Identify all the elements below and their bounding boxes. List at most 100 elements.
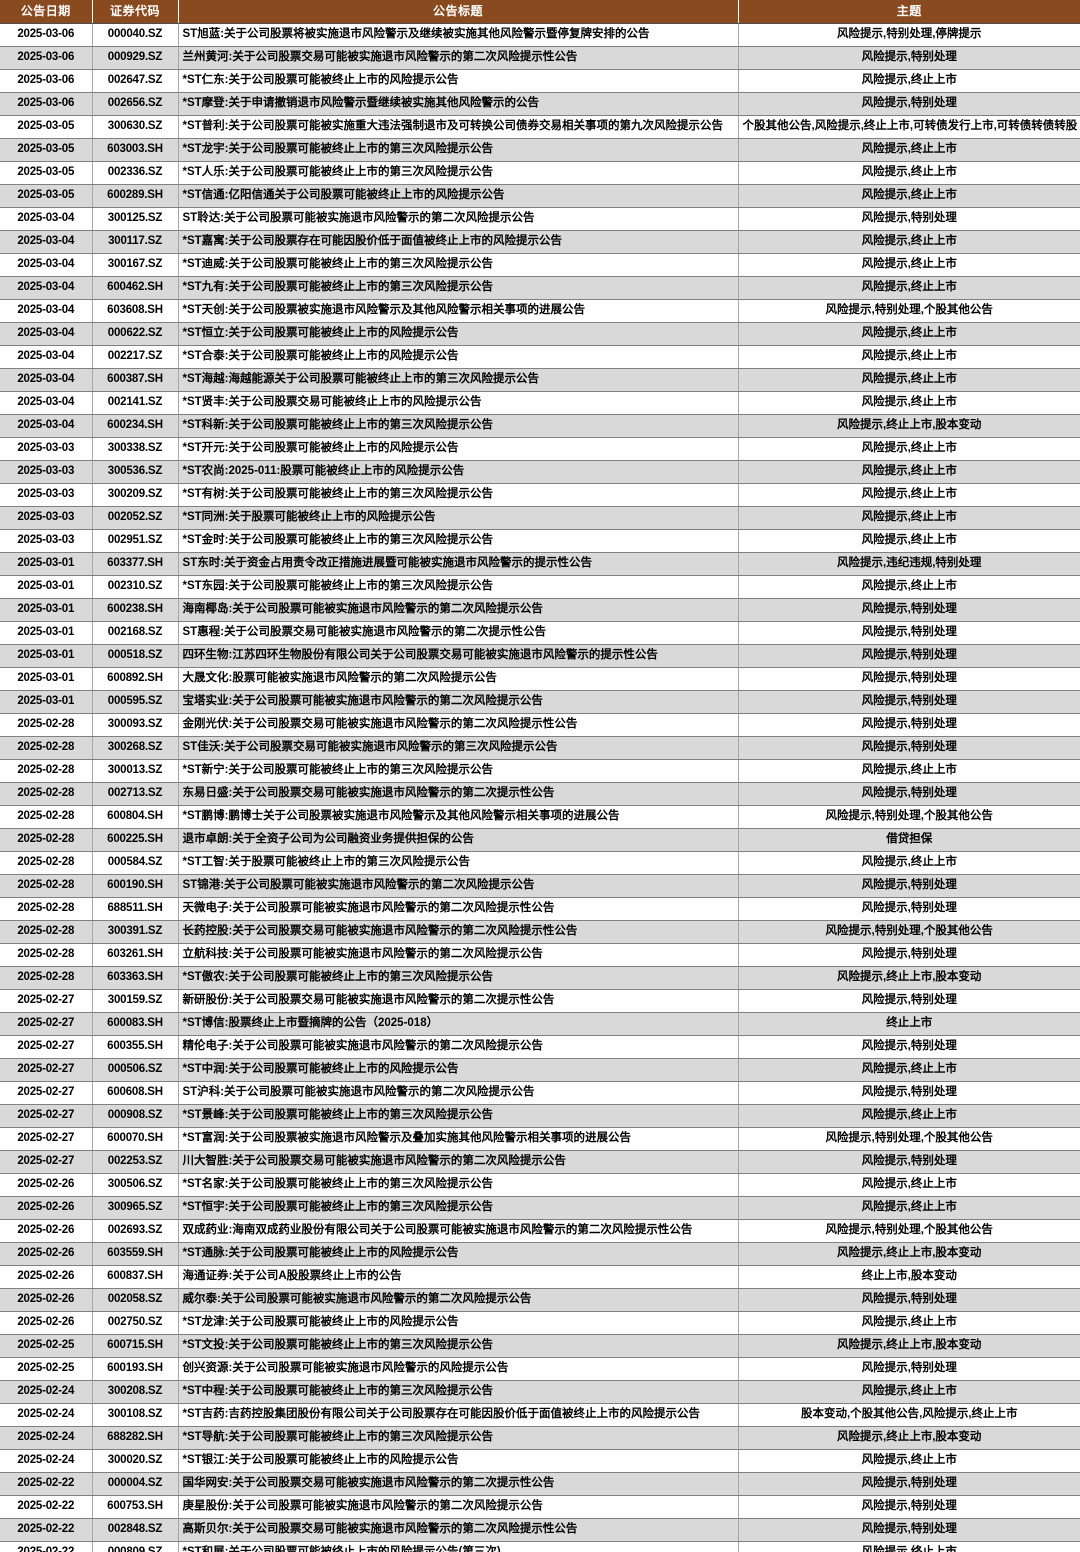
- table-row[interactable]: 2025-02-26 002750.SZ *ST龙津:关于公司股票可能被终止上市的风…: [0, 1311, 1080, 1335]
- table-row[interactable]: 2025-02-26 300506.SZ *ST名家:关于公司股票可能被终止上市的第…: [0, 1173, 1080, 1197]
- cell-date: 2025-03-01: [0, 644, 93, 668]
- table-row[interactable]: 2025-02-26 600837.SH 海通证券:关于公司A股股票终止上市的公告终…: [0, 1265, 1080, 1289]
- table-row[interactable]: 2025-02-28 300391.SZ 长药控股:关于公司股票交易可能被实施退市风…: [0, 920, 1080, 944]
- cell-title: *ST和展:关于公司股票可能被终止上市的风险提示公告(第三次): [178, 1541, 739, 1552]
- table-row[interactable]: 2025-02-28 300093.SZ 金刚光伏:关于公司股票交易可能被实施退市风…: [0, 713, 1080, 737]
- table-row[interactable]: 2025-03-06 000040.SZ ST旭蓝:关于公司股票将被实施退市风险警示…: [0, 23, 1080, 47]
- table-row[interactable]: 2025-02-26 002693.SZ 双成药业:海南双成药业股份有限公司关于公司…: [0, 1219, 1080, 1243]
- cell-theme: 风险提示,特别处理,个股其他公告: [738, 299, 1080, 323]
- table-row[interactable]: 2025-03-04 002141.SZ *ST贤丰:关于公司股票交易可能被终止上市…: [0, 391, 1080, 415]
- column-header-title[interactable]: 公告标题: [178, 0, 739, 24]
- table-row[interactable]: 2025-03-03 300338.SZ *ST开元:关于公司股票可能被终止上市的风…: [0, 437, 1080, 461]
- table-row[interactable]: 2025-03-05 603003.SH *ST龙宇:关于公司股票可能被终止上市的第…: [0, 138, 1080, 162]
- cell-code: 300013.SZ: [92, 759, 179, 783]
- table-row[interactable]: 2025-02-24 300108.SZ *ST吉药:吉药控股集团股份有限公司关于公…: [0, 1403, 1080, 1427]
- table-row[interactable]: 2025-03-04 603608.SH *ST天创:关于公司股票被实施退市风险警示…: [0, 299, 1080, 323]
- table-row[interactable]: 2025-02-24 300208.SZ *ST中程:关于公司股票可能被终止上市的第…: [0, 1380, 1080, 1404]
- table-row[interactable]: 2025-02-24 688282.SH *ST导航:关于公司股票可能被终止上市的第…: [0, 1426, 1080, 1450]
- cell-code: 600804.SH: [92, 805, 179, 829]
- table-row[interactable]: 2025-03-04 002217.SZ *ST合泰:关于公司股票可能被终止上市的风…: [0, 345, 1080, 369]
- table-row[interactable]: 2025-02-28 600804.SH *ST鹏博:鹏博士关于公司股票被实施退市风…: [0, 805, 1080, 829]
- table-row[interactable]: 2025-02-22000809.SZ*ST和展:关于公司股票可能被终止上市的风…: [0, 1541, 1080, 1552]
- cell-code: 603559.SH: [92, 1242, 179, 1266]
- table-row[interactable]: 2025-02-28 603363.SH *ST傲农:关于公司股票可能被终止上市的第…: [0, 966, 1080, 990]
- cell-code: 000809.SZ: [92, 1541, 179, 1552]
- table-row[interactable]: 2025-03-01 603377.SH ST东时:关于资金占用责令改正措施进展暨可…: [0, 552, 1080, 576]
- table-row[interactable]: 2025-02-28 300013.SZ *ST新宁:关于公司股票可能被终止上市的第…: [0, 759, 1080, 783]
- table-row[interactable]: 2025-02-22 000004.SZ 国华网安:关于公司股票交易可能被实施退市风…: [0, 1472, 1080, 1496]
- table-row[interactable]: 2025-03-06 002647.SZ *ST仁东:关于公司股票可能被终止上市的风…: [0, 69, 1080, 93]
- table-row[interactable]: 2025-02-22 600753.SH 庚星股份:关于公司股票可能被实施退市风险警…: [0, 1495, 1080, 1519]
- table-row[interactable]: 2025-02-28 603261.SH 立航科技:关于公司股票可能被实施退市风险警…: [0, 943, 1080, 967]
- cell-date: 2025-03-01: [0, 621, 93, 645]
- column-header-theme[interactable]: 主题: [738, 0, 1080, 24]
- cell-date: 2025-02-26: [0, 1242, 93, 1266]
- table-row[interactable]: 2025-02-27 600355.SH 精伦电子:关于公司股票可能被实施退市风险警…: [0, 1035, 1080, 1059]
- table-row[interactable]: 2025-03-01 600892.SH 大晟文化:股票可能被实施退市风险警示的第二…: [0, 667, 1080, 691]
- cell-theme: 风险提示,特别处理: [738, 943, 1080, 967]
- table-row[interactable]: 2025-02-24 300020.SZ *ST银江:关于公司股票可能被终止上市的风…: [0, 1449, 1080, 1473]
- cell-date: 2025-02-26: [0, 1265, 93, 1289]
- table-row[interactable]: 2025-02-27 300159.SZ 新研股份:关于公司股票交易可能被实施退市风…: [0, 989, 1080, 1013]
- cell-theme: 风险提示,终止上市: [738, 345, 1080, 369]
- table-row[interactable]: 2025-03-06 002656.SZ *ST摩登:关于申请撤销退市风险警示暨继续…: [0, 92, 1080, 116]
- table-row[interactable]: 2025-03-04 300125.SZ ST聆达:关于公司股票可能被实施退市风险警…: [0, 207, 1080, 231]
- table-row[interactable]: 2025-03-01 002310.SZ *ST东园:关于公司股票可能被终止上市的第…: [0, 575, 1080, 599]
- table-row[interactable]: 2025-02-27 600608.SH ST沪科:关于公司股票可能被实施退市风险警…: [0, 1081, 1080, 1105]
- cell-date: 2025-03-05: [0, 184, 93, 208]
- table-header-row: 公告日期 证券代码 公告标题 主题: [0, 0, 1080, 24]
- column-header-date[interactable]: 公告日期: [0, 0, 93, 24]
- table-row[interactable]: 2025-02-27 002253.SZ 川大智胜:关于公司股票交易可能被实施退市风…: [0, 1150, 1080, 1174]
- table-row[interactable]: 2025-02-22 002848.SZ 高斯贝尔:关于公司股票交易可能被实施退市风…: [0, 1518, 1080, 1542]
- table-row[interactable]: 2025-02-28 300268.SZ ST佳沃:关于公司股票交易可能被实施退市风…: [0, 736, 1080, 760]
- table-row[interactable]: 2025-03-04 300117.SZ *ST嘉寓:关于公司股票存在可能因股价低于…: [0, 230, 1080, 254]
- table-row[interactable]: 2025-03-03 300209.SZ *ST有树:关于公司股票可能被终止上市的第…: [0, 483, 1080, 507]
- cell-date: 2025-02-27: [0, 1035, 93, 1059]
- table-row[interactable]: 2025-02-27 000908.SZ *ST景峰:关于公司股票可能被终止上市的第…: [0, 1104, 1080, 1128]
- table-row[interactable]: 2025-03-04 600234.SH *ST科新:关于公司股票可能被终止上市的第…: [0, 414, 1080, 438]
- cell-date: 2025-02-26: [0, 1173, 93, 1197]
- cell-code: 002058.SZ: [92, 1288, 179, 1312]
- column-header-code[interactable]: 证券代码: [92, 0, 179, 24]
- table-row[interactable]: 2025-02-28 688511.SH 天微电子:关于公司股票可能被实施退市风险警…: [0, 897, 1080, 921]
- table-row[interactable]: 2025-03-05 600289.SH *ST信通:亿阳信通关于公司股票可能被终止…: [0, 184, 1080, 208]
- table-row[interactable]: 2025-02-28 000584.SZ *ST工智:关于股票可能被终止上市的第三次…: [0, 851, 1080, 875]
- table-row[interactable]: 2025-02-26 002058.SZ 威尔泰:关于公司股票可能被实施退市风险警示…: [0, 1288, 1080, 1312]
- table-row[interactable]: 2025-03-01 000518.SZ 四环生物:江苏四环生物股份有限公司关于公司…: [0, 644, 1080, 668]
- cell-code: 002848.SZ: [92, 1518, 179, 1542]
- cell-theme: 风险提示,特别处理: [738, 207, 1080, 231]
- table-row[interactable]: 2025-02-28 600225.SH 退市卓朗:关于全资子公司为公司融资业务提供…: [0, 828, 1080, 852]
- table-row[interactable]: 2025-02-27 600083.SH *ST博信:股票终止上市暨摘牌的公告（20…: [0, 1012, 1080, 1036]
- cell-date: 2025-02-22: [0, 1495, 93, 1519]
- cell-title: *ST迪威:关于公司股票可能被终止上市的第三次风险提示公告: [178, 253, 739, 277]
- table-row[interactable]: 2025-03-03 300536.SZ *ST农尚:2025-011:股票可能被终…: [0, 460, 1080, 484]
- table-row[interactable]: 2025-03-04 600387.SH *ST海越:海越能源关于公司股票可能被终止…: [0, 368, 1080, 392]
- table-row[interactable]: 2025-03-03 002052.SZ *ST同洲:关于股票可能被终止上市的风险提…: [0, 506, 1080, 530]
- table-row[interactable]: 2025-03-01 000595.SZ 宝塔实业:关于公司股票可能被实施退市风险警…: [0, 690, 1080, 714]
- table-row[interactable]: 2025-02-28 600190.SH ST锦港:关于公司股票可能被实施退市风险警…: [0, 874, 1080, 898]
- table-row[interactable]: 2025-02-27 000506.SZ *ST中润:关于公司股票可能被终止上市的风…: [0, 1058, 1080, 1082]
- table-row[interactable]: 2025-02-26 603559.SH *ST通脉:关于公司股票可能被终止上市的风…: [0, 1242, 1080, 1266]
- cell-theme: 风险提示,终止上市: [738, 276, 1080, 300]
- cell-title: *ST博信:股票终止上市暨摘牌的公告（2025-018）: [178, 1012, 739, 1036]
- table-row[interactable]: 2025-03-01 600238.SH 海南椰岛:关于公司股票可能被实施退市风险警…: [0, 598, 1080, 622]
- table-row[interactable]: 2025-02-28 002713.SZ 东易日盛:关于公司股票交易可能被实施退市风…: [0, 782, 1080, 806]
- table-row[interactable]: 2025-02-25 600715.SH *ST文投:关于公司股票可能被终止上市的第…: [0, 1334, 1080, 1358]
- cell-date: 2025-03-05: [0, 115, 93, 139]
- table-row[interactable]: 2025-03-06 000929.SZ 兰州黄河:关于公司股票交易可能被实施退市风…: [0, 46, 1080, 70]
- cell-title: *ST贤丰:关于公司股票交易可能被终止上市的风险提示公告: [178, 391, 739, 415]
- table-row[interactable]: 2025-02-27 600070.SH *ST富润:关于公司股票被实施退市风险警示…: [0, 1127, 1080, 1151]
- cell-title: 东易日盛:关于公司股票交易可能被实施退市风险警示的第二次提示性公告: [178, 782, 739, 806]
- table-row[interactable]: 2025-02-26 300965.SZ *ST恒宇:关于公司股票可能被终止上市的第…: [0, 1196, 1080, 1220]
- cell-theme: 风险提示,特别处理: [738, 1495, 1080, 1519]
- table-row[interactable]: 2025-03-04 600462.SH *ST九有:关于公司股票可能被终止上市的第…: [0, 276, 1080, 300]
- table-row[interactable]: 2025-03-05 300630.SZ *ST普利:关于公司股票可能被实施重大违法…: [0, 115, 1080, 139]
- table-row[interactable]: 2025-02-25 600193.SH 创兴资源:关于公司股票可能被实施退市风险警…: [0, 1357, 1080, 1381]
- table-header: 公告日期 证券代码 公告标题 主题: [0, 0, 1080, 24]
- table-row[interactable]: 2025-03-01 002168.SZ ST惠程:关于公司股票交易可能被实施退市风…: [0, 621, 1080, 645]
- table-row[interactable]: 2025-03-05 002336.SZ *ST人乐:关于公司股票可能被终止上市的第…: [0, 161, 1080, 185]
- table-row[interactable]: 2025-03-04 000622.SZ *ST恒立:关于公司股票可能被终止上市的风…: [0, 322, 1080, 346]
- cell-date: 2025-03-03: [0, 529, 93, 553]
- table-row[interactable]: 2025-03-03 002951.SZ *ST金时:关于公司股票可能被终止上市的第…: [0, 529, 1080, 553]
- table-row[interactable]: 2025-03-04 300167.SZ *ST迪威:关于公司股票可能被终止上市的第…: [0, 253, 1080, 277]
